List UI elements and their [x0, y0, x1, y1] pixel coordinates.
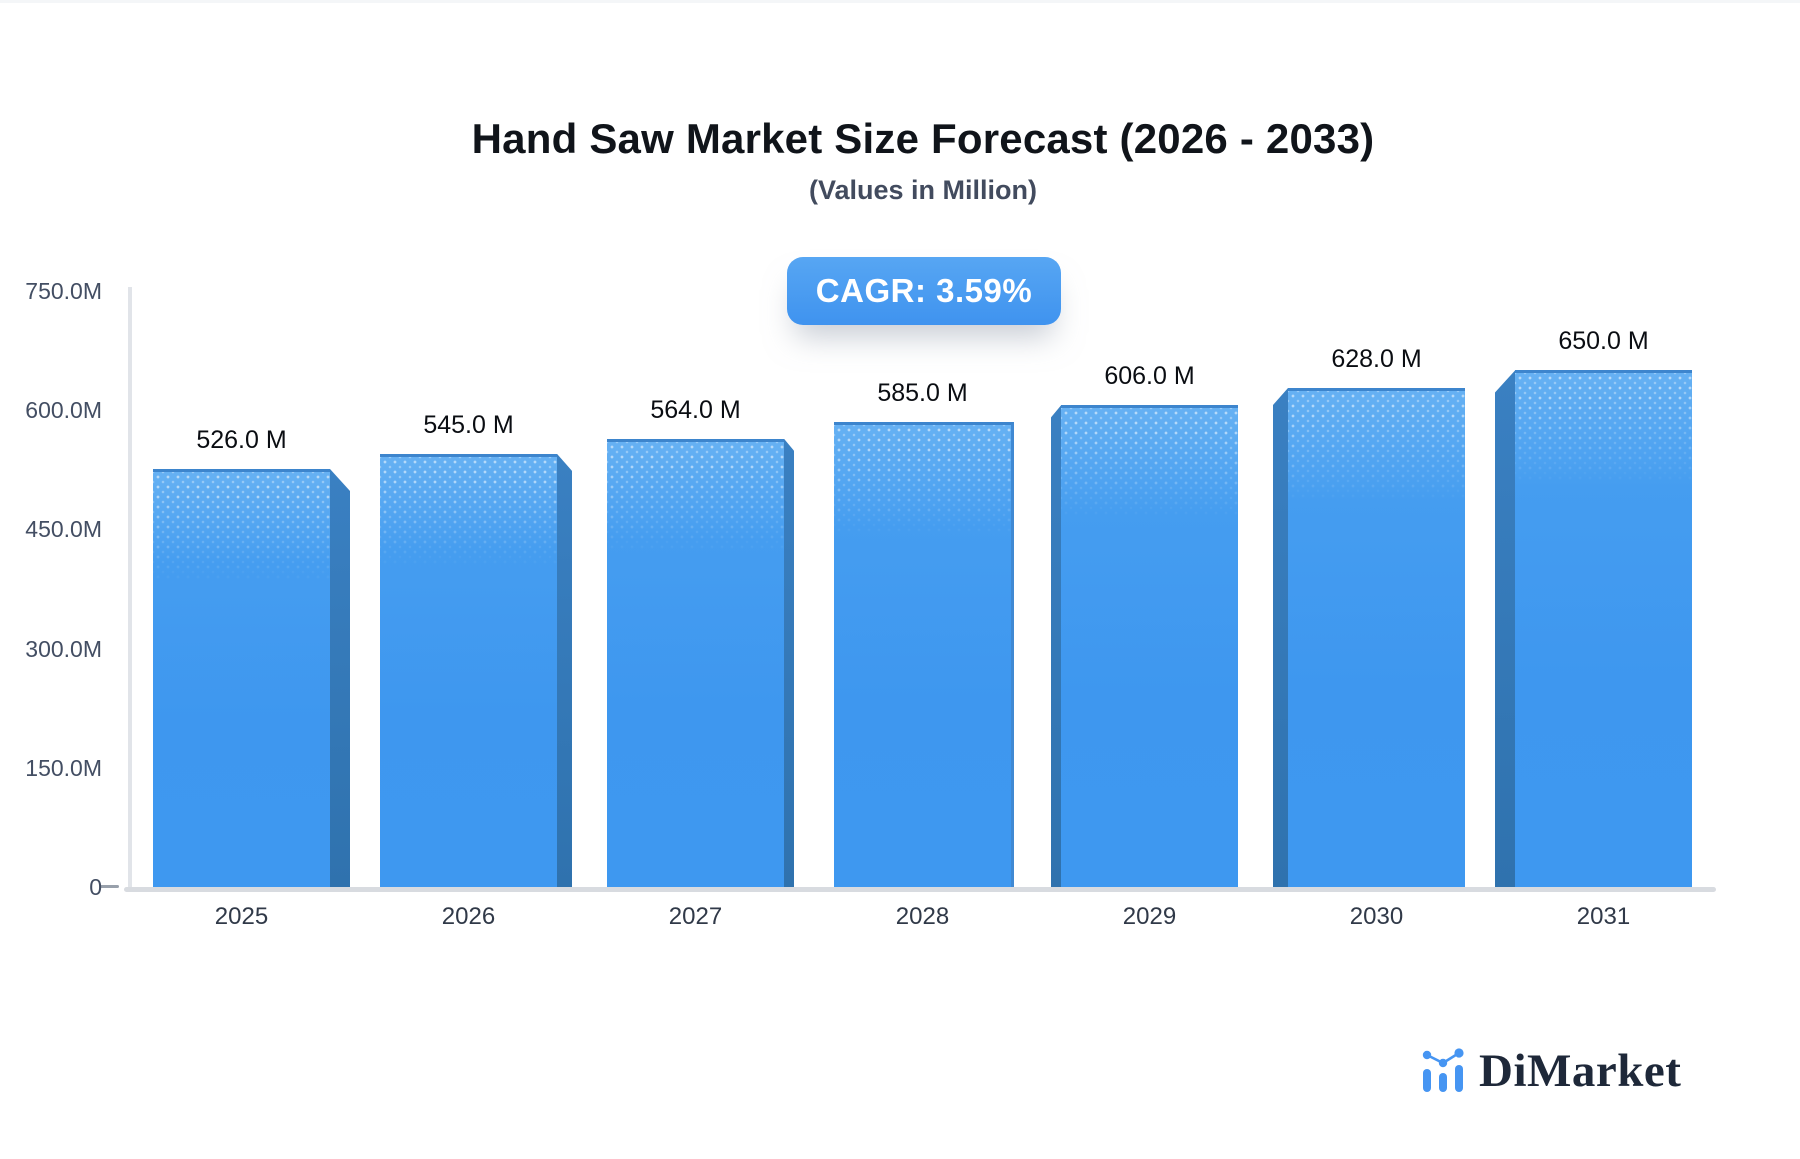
bar-texture	[153, 472, 330, 584]
bar-value-label: 585.0 M	[877, 379, 968, 408]
bar-value-label: 564.0 M	[650, 395, 741, 424]
x-axis-label: 2025	[214, 903, 269, 930]
bar-texture	[1288, 390, 1465, 503]
bar-2030[interactable]	[1288, 387, 1465, 887]
bar-side-face	[1273, 387, 1288, 887]
y-axis-label: 150.0M	[25, 754, 102, 781]
bar-2025[interactable]	[153, 469, 330, 887]
x-axis-label: 2026	[441, 903, 496, 930]
bar-side-face	[330, 469, 350, 887]
bar-texture	[380, 456, 557, 569]
zero-tick-mark	[100, 885, 119, 888]
bar-line-chart-icon	[1422, 1048, 1464, 1092]
bar-texture	[1061, 408, 1238, 521]
bar-side-face	[1051, 405, 1061, 887]
x-axis-label: 2027	[668, 903, 723, 930]
y-axis-label: 750.0M	[25, 278, 102, 304]
bar-2028[interactable]	[834, 422, 1014, 887]
bar-value-label: 628.0 M	[1331, 344, 1422, 373]
bar-texture	[607, 441, 784, 554]
bar-2031[interactable]	[1515, 370, 1692, 887]
cagr-badge: CAGR: 3.59%	[787, 257, 1061, 325]
chart-title: Hand Saw Market Size Forecast (2026 - 20…	[471, 115, 1375, 162]
bar-texture	[834, 425, 1011, 538]
x-axis-baseline	[124, 887, 1716, 892]
x-axis-label: 2030	[1349, 903, 1404, 930]
bar-side-face	[557, 453, 572, 887]
logo[interactable]: DiMarket	[1420, 1045, 1681, 1095]
bar-value-label: 526.0 M	[196, 426, 287, 454]
bar-side-face	[1495, 370, 1515, 887]
logo-text: DiMarket	[1479, 1045, 1682, 1097]
bar-side-face	[784, 438, 794, 887]
bar-2027[interactable]	[607, 438, 784, 887]
y-axis-line	[128, 287, 132, 889]
bar-2029[interactable]	[1061, 405, 1238, 887]
bar-value-label: 606.0 M	[1104, 362, 1195, 391]
bar-value-label: 545.0 M	[423, 410, 514, 439]
x-axis-label: 2028	[895, 903, 950, 930]
y-axis-label: 0	[89, 874, 102, 900]
x-axis-label: 2031	[1576, 903, 1631, 930]
y-axis-label: 600.0M	[25, 397, 102, 424]
y-axis-label: 450.0M	[25, 516, 102, 543]
bar-texture	[1515, 373, 1692, 486]
bar-2026[interactable]	[380, 453, 557, 887]
chart-subtitle: (Values in Million)	[808, 175, 1038, 205]
y-axis-label: 300.0M	[25, 635, 102, 662]
bar-value-label: 650.0 M	[1558, 327, 1649, 356]
x-axis-label: 2029	[1122, 903, 1177, 930]
